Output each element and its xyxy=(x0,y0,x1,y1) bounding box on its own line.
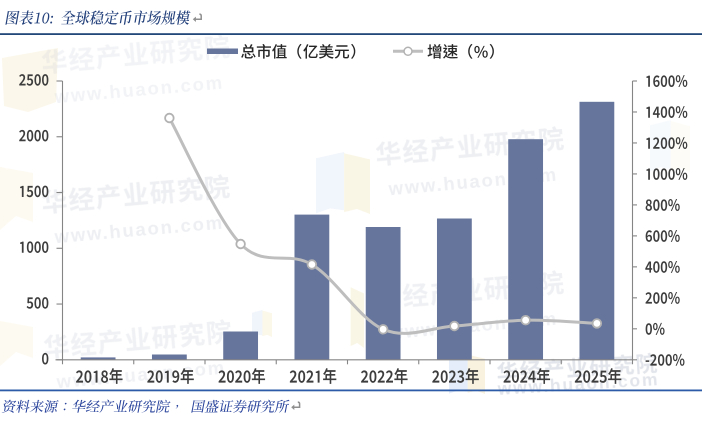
svg-text:www.huaon.com: www.huaon.com xyxy=(55,357,227,393)
svg-text:www.huaon.com: www.huaon.com xyxy=(53,212,225,248)
svg-text:www.huaon.com: www.huaon.com xyxy=(53,72,225,108)
